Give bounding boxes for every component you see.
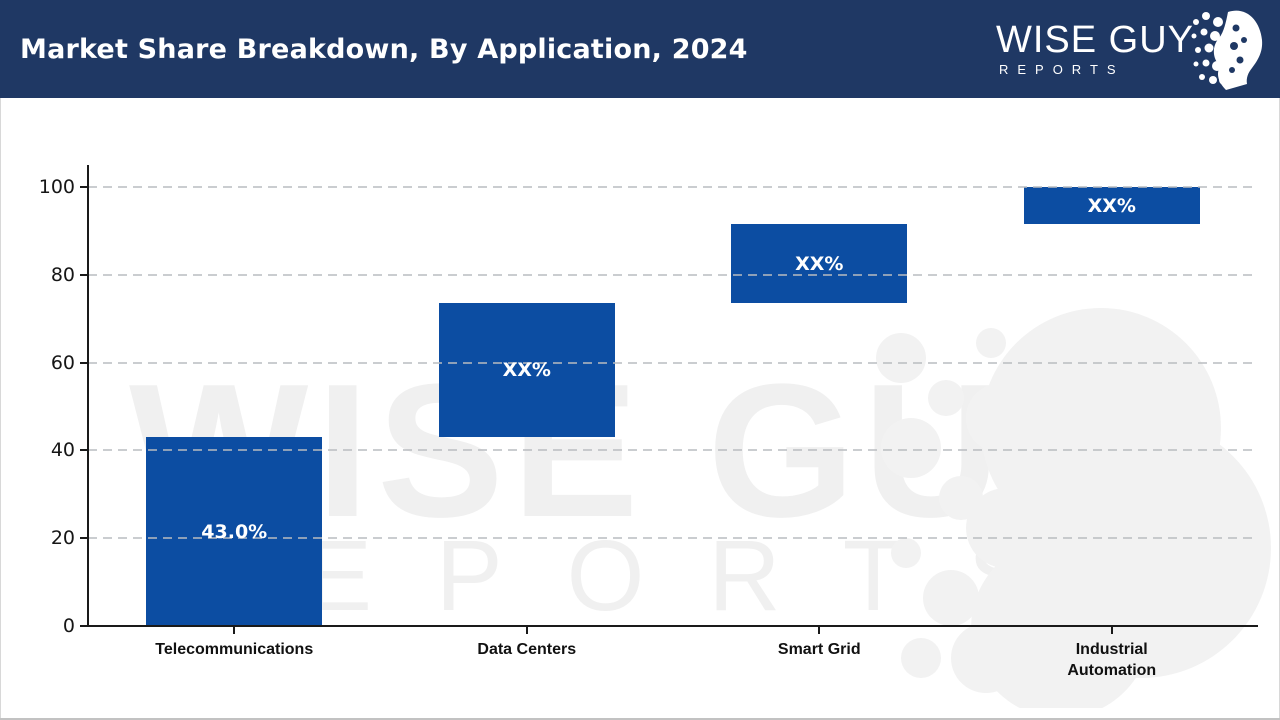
y-tick-label-40: 40 [50, 439, 75, 462]
y-tick-label-80: 80 [50, 263, 75, 286]
y-tick-mark-0 [80, 625, 87, 627]
gridline-40 [88, 449, 1258, 452]
logo-wordmark: WISE GUY REPORTS [996, 21, 1194, 77]
x-tick-label-1: Telecommunications [155, 641, 314, 658]
x-tick-label-4: Industrial Automation [1067, 641, 1157, 679]
logo-head-icon [1191, 10, 1263, 90]
bottom-border [0, 718, 1280, 720]
bar-3 [731, 224, 908, 304]
wise-guy-logo: WISE GUY REPORTS [996, 6, 1266, 92]
bar-4 [1023, 187, 1200, 225]
gridline-20 [88, 537, 1258, 540]
x-tick-label-3: Smart Grid [777, 641, 861, 658]
gridline-100 [88, 186, 1258, 188]
y-tick-mark-40 [80, 449, 87, 452]
y-tick-mark-80 [80, 273, 87, 276]
gridline-80 [88, 273, 1258, 276]
header-bar: Market Share Breakdown, By Application, … [0, 0, 1280, 98]
y-tick-label-100: 100 [38, 176, 75, 198]
y-tick-label-20: 20 [50, 527, 75, 550]
y-tick-mark-60 [80, 361, 87, 364]
y-tick-mark-20 [80, 537, 87, 540]
bar-label-3: XX% [795, 252, 844, 275]
y-tick-mark-100 [80, 186, 87, 188]
bar-1 [146, 437, 323, 626]
y-axis-line [87, 165, 89, 627]
x-tick-mark-4 [1110, 627, 1113, 634]
y-tick-label-0: 0 [62, 615, 75, 637]
logo-line2: REPORTS [998, 62, 1125, 77]
y-tick-label-60: 60 [50, 351, 75, 374]
x-axis-line [87, 625, 1258, 627]
bar-label-2: XX% [502, 359, 551, 382]
x-tick-mark-1 [233, 627, 236, 634]
x-tick-label-2: Data Centers [477, 641, 577, 658]
bar-label-4: XX% [1087, 194, 1136, 217]
bar-2 [438, 303, 615, 438]
gridline-60 [88, 361, 1258, 364]
logo-line1: WISE GUY [995, 19, 1194, 61]
page-title: Market Share Breakdown, By Application, … [20, 33, 748, 65]
watermark-head-icon [876, 308, 1271, 708]
bar-label-1: 43.0% [201, 520, 268, 543]
x-tick-mark-3 [818, 627, 821, 634]
x-tick-mark-2 [525, 627, 528, 634]
